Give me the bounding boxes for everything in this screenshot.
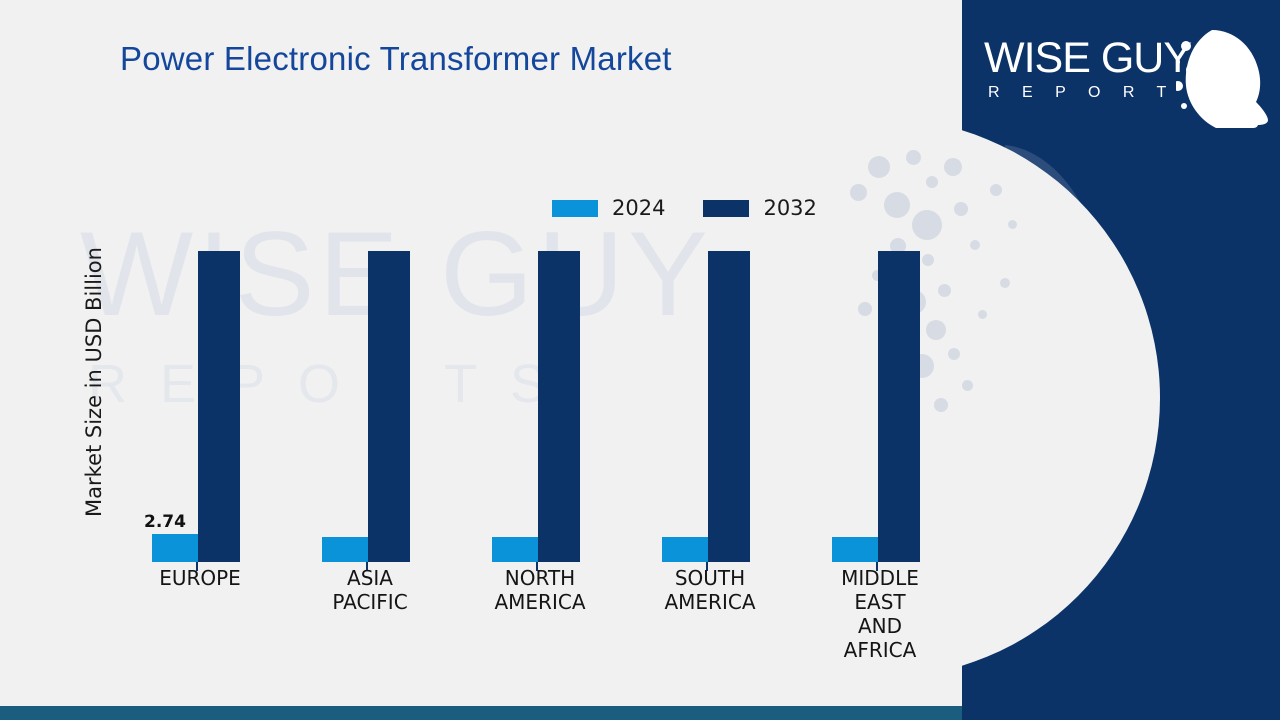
chart-title: Power Electronic Transformer Market: [120, 40, 672, 77]
x-label-south-america: SOUTH AMERICA: [640, 566, 780, 614]
bar-group-asia-pacific: [314, 240, 424, 571]
brand-logo: WISE GUY R E P O R T S: [980, 30, 1270, 128]
legend-swatch-2024: [552, 199, 598, 217]
bar-asia-pacific-2032[interactable]: [368, 251, 410, 562]
x-label-line: EUROPE: [159, 566, 241, 590]
x-label-line: MIDDLE: [841, 566, 919, 590]
x-tick-north-america: [536, 562, 538, 571]
x-axis-category-labels: EUROPE ASIA PACIFIC NORTH AMERICA SOUTH …: [110, 566, 920, 676]
plot-area: 2.74: [110, 240, 920, 571]
legend-label-2024: 2024: [612, 196, 666, 220]
logo-subtitle: R E P O R T S: [988, 84, 1209, 101]
x-tick-europe: [196, 562, 198, 571]
bar-asia-pacific-2024[interactable]: [322, 537, 368, 562]
x-tick-south-america: [706, 562, 708, 571]
bar-group-south-america: [654, 240, 764, 571]
x-label-line: AND: [857, 614, 903, 638]
bar-group-europe: 2.74: [144, 240, 254, 571]
bar-south-america-2032[interactable]: [708, 251, 750, 562]
x-label-asia-pacific: ASIA PACIFIC: [300, 566, 440, 614]
x-label-line: ASIA: [347, 566, 393, 590]
bottom-accent-strip: [0, 706, 962, 720]
bar-europe-2024[interactable]: [152, 534, 198, 562]
bar-south-america-2024[interactable]: [662, 537, 708, 562]
y-axis-title: Market Size in USD Billion: [82, 247, 106, 517]
chart-legend: 2024 2032: [552, 196, 817, 220]
x-label-line: PACIFIC: [332, 590, 408, 614]
logo-head-icon: [1176, 30, 1268, 128]
legend-label-2032: 2032: [763, 196, 817, 220]
legend-item-2024[interactable]: 2024: [552, 196, 665, 220]
x-label-europe: EUROPE: [130, 566, 270, 590]
bar-north-america-2032[interactable]: [538, 251, 580, 562]
x-label-line: SOUTH: [674, 566, 746, 590]
legend-item-2032[interactable]: 2032: [703, 196, 817, 220]
bar-europe-2032[interactable]: [198, 251, 240, 562]
x-label-middle-east-and-africa: MIDDLE EAST AND AFRICA: [810, 566, 950, 662]
legend-swatch-2032: [703, 199, 750, 217]
x-label-north-america: NORTH AMERICA: [470, 566, 610, 614]
x-label-line: EAST: [854, 590, 906, 614]
bar-north-america-2024[interactable]: [492, 537, 538, 562]
bar-value-label-europe-2024: 2.74: [144, 512, 186, 532]
x-label-line: AMERICA: [494, 590, 586, 614]
bar-group-north-america: [484, 240, 594, 571]
bar-middle-east-and-africa-2024[interactable]: [832, 537, 878, 562]
x-label-line: AMERICA: [664, 590, 756, 614]
x-label-line: AFRICA: [843, 638, 917, 662]
x-label-line: NORTH: [504, 566, 576, 590]
x-tick-middle-east-and-africa: [876, 562, 878, 571]
x-tick-asia-pacific: [366, 562, 368, 571]
bar-group-middle-east-and-africa: [824, 240, 934, 571]
bar-middle-east-and-africa-2032[interactable]: [878, 251, 920, 562]
logo-wordmark: WISE GUY: [984, 34, 1192, 82]
